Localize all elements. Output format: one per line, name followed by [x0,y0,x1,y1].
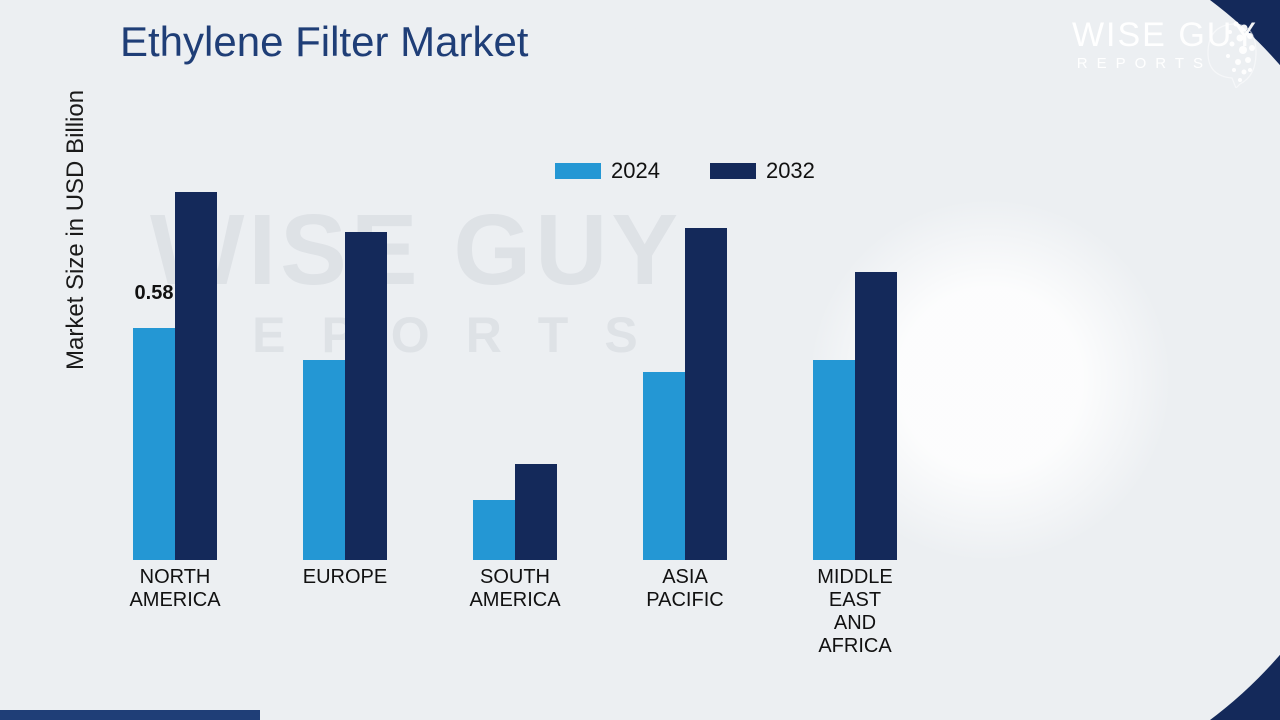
y-axis-label: Market Size in USD Billion [62,90,90,370]
bar-eu-s2032 [345,232,387,560]
bar-group-na: 0.58 [115,160,235,560]
bar-na-s2024 [133,328,175,560]
bar-group-sa [455,160,575,560]
x-label-sa: SOUTHAMERICA [445,566,585,612]
chart-title: Ethylene Filter Market [120,18,528,66]
bar-sa-s2024 [473,500,515,560]
brand-word-2: GUY [1178,16,1258,54]
x-label-eu: EUROPE [275,566,415,589]
bar-ap-s2032 [685,228,727,560]
x-label-mea: MIDDLEEASTANDAFRICA [785,566,925,658]
bar-ap-s2024 [643,372,685,560]
footer-accent-bar [0,710,260,720]
bar-na-s2032 [175,192,217,560]
bar-eu-s2024 [303,360,345,560]
x-label-na: NORTHAMERICA [105,566,245,612]
brand-logo: WISE GUY REPORTS [978,16,1258,72]
infographic-canvas: WISE GUY REPORTS Ethylene Filter Market … [0,0,1280,720]
bar-mea-s2024 [813,360,855,560]
brand-word-1: WISE [1072,16,1167,54]
value-label-na-s2024: 0.58 [135,282,174,305]
bar-sa-s2032 [515,464,557,560]
bar-mea-s2032 [855,272,897,560]
bar-group-mea [795,160,915,560]
x-label-ap: ASIAPACIFIC [615,566,755,612]
bar-chart: 0.58 [95,160,955,560]
plot-area: 0.58 [95,160,955,560]
bar-group-ap [625,160,745,560]
bar-group-eu [285,160,405,560]
